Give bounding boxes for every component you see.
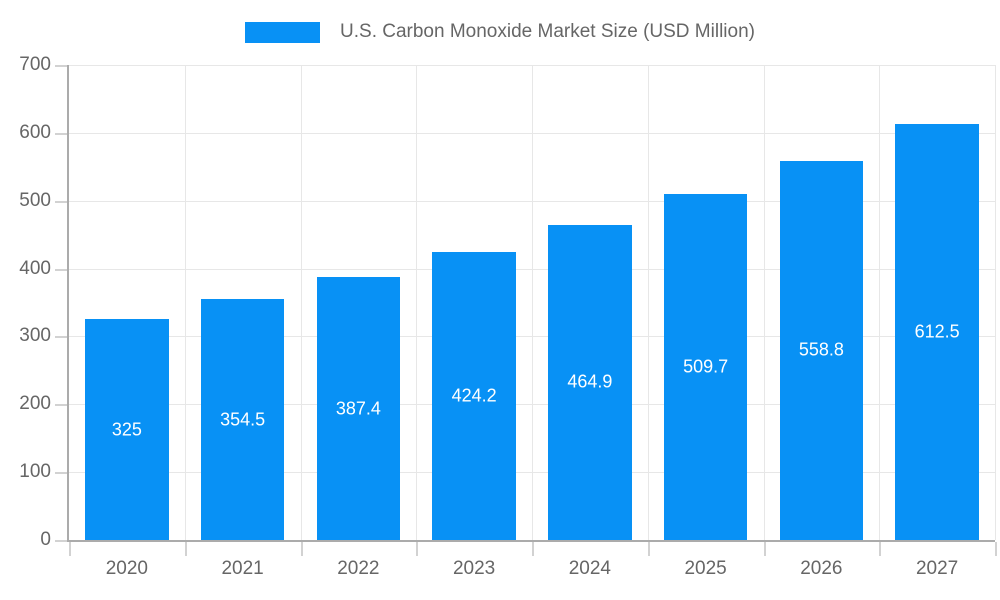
x-tick-mark — [300, 542, 303, 556]
y-axis-tick-label: 100 — [19, 461, 51, 483]
y-axis-tick-label: 400 — [19, 257, 51, 279]
bar-value-label: 354.5 — [220, 409, 266, 430]
gridline-v — [416, 65, 418, 540]
y-tick-mark — [55, 540, 67, 542]
x-axis: 2020 2021 2022 2023 2024 2025 2026 2027 — [69, 558, 995, 580]
y-axis-tick-label: 200 — [19, 393, 51, 415]
y-tick-mark — [55, 404, 67, 407]
x-axis-label: 2024 — [568, 558, 612, 579]
x-tick-mark — [532, 542, 534, 556]
x-tick-mark — [763, 542, 766, 556]
x-axis-label: 2020 — [105, 558, 149, 579]
gridline-v — [647, 65, 649, 540]
legend-swatch — [245, 21, 321, 43]
x-tick-mark — [184, 542, 187, 556]
chart-legend[interactable]: U.S. Carbon Monoxide Market Size (USD Mi… — [0, 21, 1000, 43]
y-tick-mark — [55, 132, 67, 135]
y-axis-tick-label: 600 — [19, 121, 51, 143]
legend-label: U.S. Carbon Monoxide Market Size (USD Mi… — [340, 21, 755, 42]
x-axis-label: 2025 — [684, 558, 727, 579]
gridline-v — [879, 65, 881, 540]
bar-value-label: 387.4 — [335, 398, 381, 419]
bar-value-label: 558.8 — [798, 339, 844, 360]
x-axis-label: 2023 — [452, 558, 496, 579]
gridline-v — [300, 65, 302, 540]
x-tick-mark — [647, 542, 650, 556]
gridline-v — [184, 65, 186, 540]
bar-2027[interactable]: 612.5 — [895, 124, 979, 540]
y-axis-tick-label: 0 — [40, 529, 51, 550]
y-tick-mark — [55, 472, 67, 475]
y-axis-tick-label: 300 — [19, 325, 51, 347]
gridline-v — [995, 65, 996, 540]
x-tick-mark — [69, 542, 71, 556]
x-axis-label: 2022 — [337, 558, 380, 579]
gridline-v — [532, 65, 533, 540]
bar-value-label: 424.2 — [451, 385, 497, 406]
bar-2020[interactable]: 325 — [85, 319, 169, 540]
gridline-v — [763, 65, 765, 540]
y-tick-mark — [55, 65, 67, 67]
plot-area: 325 354.5 387.4 424.2 464.9 509.7 558.8 612.5 — [55, 65, 997, 556]
bar-2023[interactable]: 424.2 — [432, 252, 516, 540]
y-tick-mark — [55, 336, 67, 339]
y-tick-mark — [55, 200, 67, 203]
x-tick-mark — [879, 542, 882, 556]
bar-value-label: 509.7 — [683, 356, 729, 377]
y-axis-tick-label: 500 — [19, 189, 51, 211]
y-axis: 0 100 200 300 400 500 600 700 — [0, 54, 51, 550]
bar-value-label: 464.9 — [567, 371, 613, 392]
y-axis-tick-label: 700 — [19, 54, 51, 75]
bar-2025[interactable]: 509.7 — [663, 194, 748, 540]
x-axis-label: 2026 — [800, 558, 843, 579]
x-axis-label: 2021 — [221, 558, 264, 579]
bar-2024[interactable]: 464.9 — [548, 224, 632, 540]
bar-2022[interactable]: 387.4 — [316, 277, 401, 540]
x-tick-mark — [416, 542, 419, 556]
y-tick-mark — [55, 268, 67, 271]
bar-value-label: 325 — [111, 419, 142, 440]
x-tick-mark — [995, 542, 997, 556]
bar-2021[interactable]: 354.5 — [200, 299, 285, 540]
bar-value-label: 612.5 — [914, 321, 960, 342]
x-axis-label: 2027 — [915, 558, 959, 579]
bar-2026[interactable]: 558.8 — [779, 160, 864, 540]
